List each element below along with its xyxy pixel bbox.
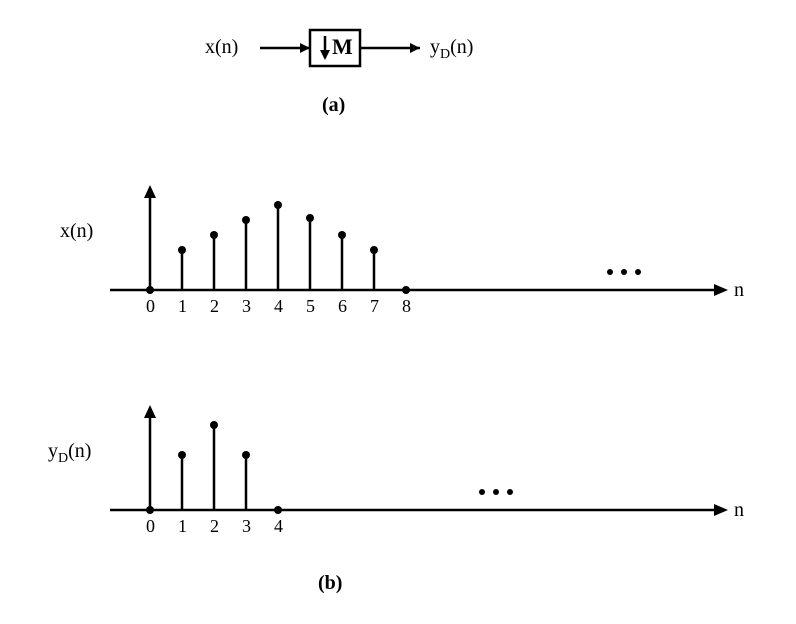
svg-text:6: 6 [338,296,347,316]
svg-text:8: 8 [402,296,411,316]
figure-a-label: (a) [322,94,345,117]
block-diagram [0,0,796,120]
svg-text:0: 0 [146,296,155,316]
svg-text:2: 2 [210,296,219,316]
svg-text:3: 3 [242,296,251,316]
input-label: x(n) [205,36,238,59]
arrowhead-output [410,43,420,53]
svg-text:n: n [734,499,744,521]
box-label: M [332,34,353,60]
svg-text:7: 7 [370,296,379,316]
svg-text:3: 3 [242,516,251,536]
svg-text:2: 2 [210,516,219,536]
svg-text:4: 4 [274,516,283,536]
x-signal-plot: n 0 1 2 3 4 5 6 7 8 [0,150,796,350]
output-label: yD(n) [430,36,473,63]
svg-text:0: 0 [146,516,155,536]
svg-text:1: 1 [178,296,187,316]
arrowhead-input [300,43,310,53]
svg-text:4: 4 [274,296,283,316]
svg-text:1: 1 [178,516,187,536]
svg-text:n: n [734,279,744,301]
y-signal-plot: n 0 1 2 3 4 [0,370,796,570]
svg-text:5: 5 [306,296,315,316]
figure-b-label: (b) [318,572,342,595]
